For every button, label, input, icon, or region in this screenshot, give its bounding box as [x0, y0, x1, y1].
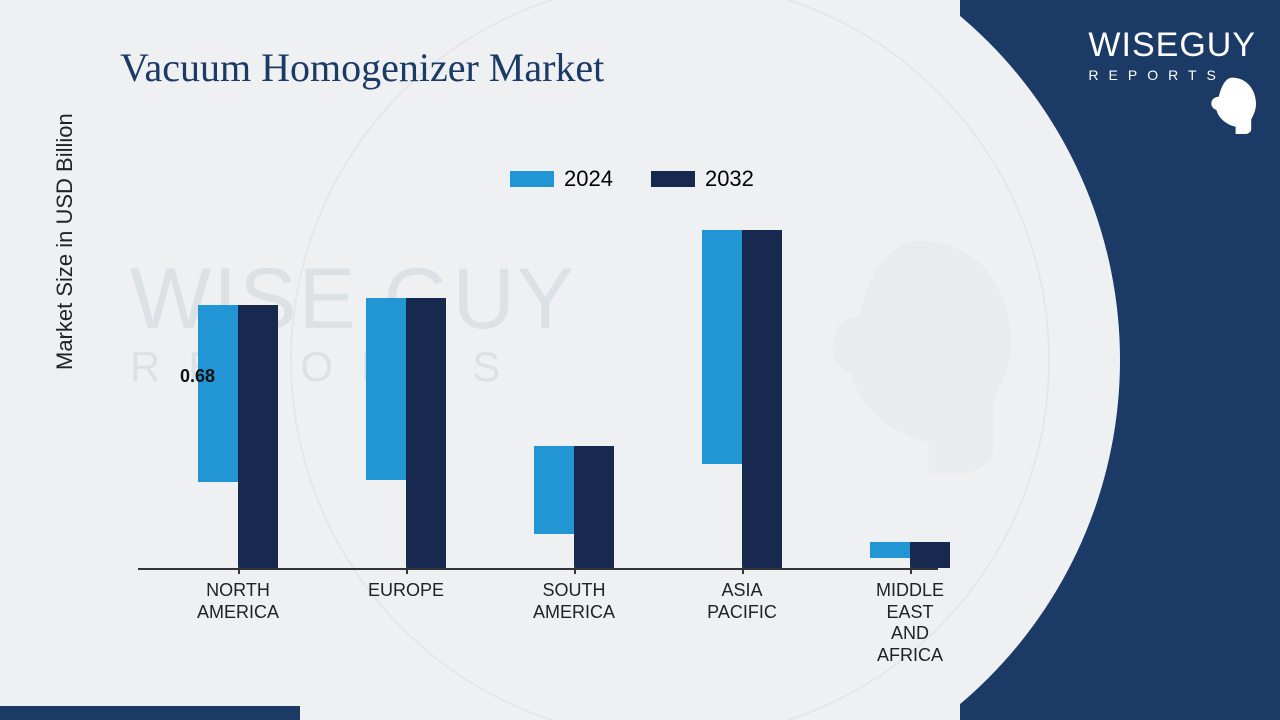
x-axis-label: NORTHAMERICA: [168, 580, 308, 623]
bar-group: [178, 305, 298, 568]
x-tick: [574, 566, 576, 574]
x-axis-label: ASIAPACIFIC: [672, 580, 812, 623]
bar-2032: [574, 446, 614, 568]
chart-area: Market Size in USD Billion 2024 2032 0.6…: [60, 170, 960, 690]
bar-group: [514, 446, 634, 568]
x-axis-label: SOUTHAMERICA: [504, 580, 644, 623]
bar-2032: [406, 298, 446, 568]
bar-2024: [198, 305, 238, 482]
logo-word-guy: GUY: [1179, 26, 1256, 64]
logo-word-wise: WISE: [1088, 26, 1179, 64]
bar-2024: [702, 230, 742, 464]
x-axis-label: MIDDLEEASTANDAFRICA: [840, 580, 980, 666]
bar-2032: [910, 542, 950, 568]
bar-group: [682, 230, 802, 568]
x-tick: [238, 566, 240, 574]
x-tick: [910, 566, 912, 574]
bar-group: [346, 298, 466, 568]
bar-2024: [366, 298, 406, 480]
plot-region: 0.68: [138, 180, 938, 570]
bar-2032: [742, 230, 782, 568]
x-axis-label: EUROPE: [336, 580, 476, 602]
bar-2024: [870, 542, 910, 558]
y-axis-label: Market Size in USD Billion: [52, 113, 78, 370]
bar-2024: [534, 446, 574, 534]
chart-title: Vacuum Homogenizer Market: [120, 44, 604, 91]
bar-2032: [238, 305, 278, 568]
decor-bottom-bar: [0, 706, 300, 720]
bar-group: [850, 542, 970, 568]
x-tick: [742, 566, 744, 574]
logo-head-icon: [1202, 74, 1262, 134]
bar-value-label: 0.68: [180, 366, 215, 387]
report-slide: WISE GUY REPORTS WISEGUY REPORTS Vacuum …: [0, 0, 1280, 720]
x-tick: [406, 566, 408, 574]
logo-line1: WISEGUY: [1088, 26, 1256, 65]
